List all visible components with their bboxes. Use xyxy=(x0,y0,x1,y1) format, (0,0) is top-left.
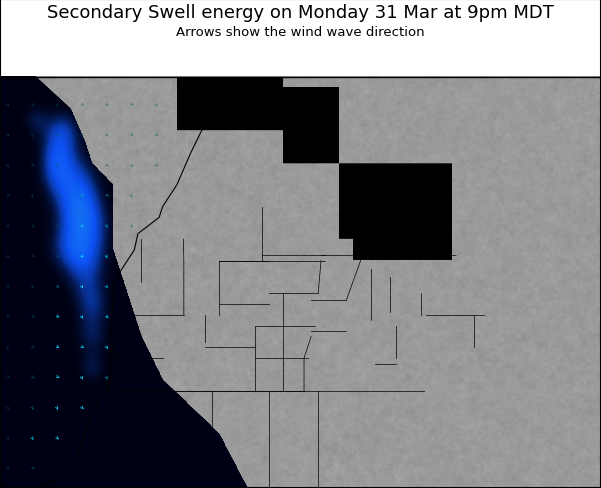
Text: Arrows show the wind wave direction: Arrows show the wind wave direction xyxy=(176,25,425,39)
Text: Secondary Swell energy on Monday 31 Mar at 9pm MDT: Secondary Swell energy on Monday 31 Mar … xyxy=(47,4,554,22)
